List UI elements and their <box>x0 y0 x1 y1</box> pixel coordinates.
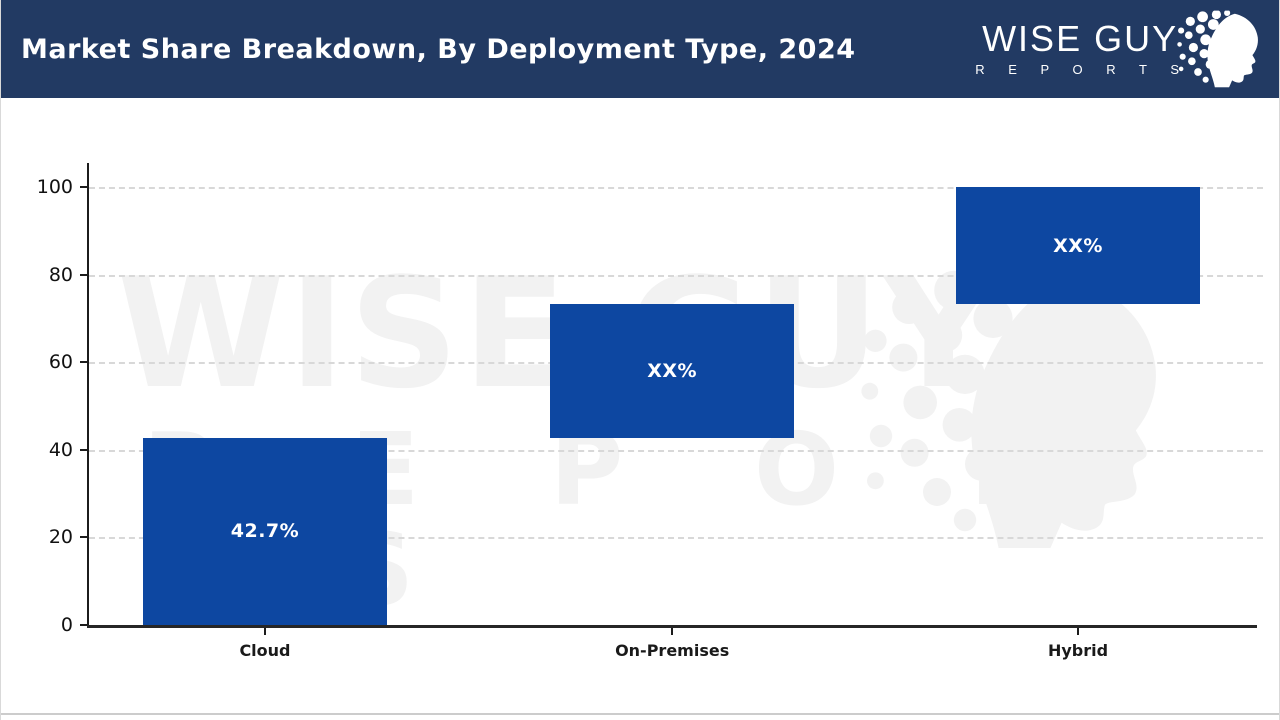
gridline <box>89 449 1263 452</box>
header-bar: Market Share Breakdown, By Deployment Ty… <box>1 0 1279 98</box>
y-tick-label: 20 <box>48 526 73 549</box>
logo-subtitle: R E P O R T S <box>975 62 1189 77</box>
y-axis-spine <box>87 163 89 628</box>
x-tick-label: Hybrid <box>1047 641 1109 660</box>
y-tick-label: 0 <box>60 614 73 636</box>
bar-value-label: XX% <box>647 360 698 382</box>
page-title: Market Share Breakdown, By Deployment Ty… <box>21 33 856 65</box>
y-tick <box>80 448 87 451</box>
gridline <box>89 274 1263 277</box>
y-tick <box>80 536 87 539</box>
bar-hybrid: XX% <box>956 187 1201 304</box>
x-tick <box>671 628 674 635</box>
x-tick-label: Cloud <box>239 641 291 660</box>
x-tick-label: On-Premises <box>615 641 730 660</box>
logo-wordmark: WISE GUY <box>982 18 1179 59</box>
bar-on-premises: XX% <box>550 304 795 438</box>
y-tick <box>80 361 87 364</box>
plot-area: 0 20 40 60 80 100 42.7% Cloud XX% On-Premises XX% H… <box>37 163 1263 660</box>
logo-face-icon <box>1175 10 1267 88</box>
x-axis-spine <box>87 625 1257 628</box>
y-tick-label: 100 <box>36 176 73 199</box>
gridline <box>89 537 1263 540</box>
logo-text: WISE GUY R E P O R T S <box>971 18 1189 78</box>
y-tick-label: 60 <box>48 351 73 374</box>
x-tick <box>263 628 266 635</box>
bar-value-label: XX% <box>1053 234 1103 257</box>
bar-value-label: 42.7% <box>230 520 300 543</box>
y-tick <box>80 273 87 276</box>
gridline <box>89 187 1263 190</box>
y-tick <box>80 186 87 189</box>
x-tick <box>1077 628 1080 635</box>
wise-guy-reports-logo: WISE GUY R E P O R T S <box>971 6 1267 92</box>
bar-cloud: 42.7% <box>142 438 387 625</box>
y-tick-label: 80 <box>48 263 73 286</box>
y-tick <box>80 624 87 626</box>
y-tick-label: 40 <box>48 438 73 461</box>
footer-divider <box>1 713 1279 715</box>
